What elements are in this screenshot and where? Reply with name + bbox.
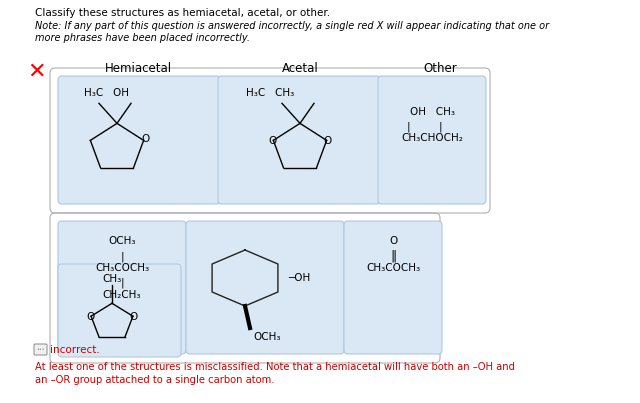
Text: At least one of the structures is misclassified. Note that a hemiacetal will hav: At least one of the structures is miscla… [35,362,515,372]
Text: CH₃COCH₃: CH₃COCH₃ [366,263,420,273]
Text: CH₃COCH₃: CH₃COCH₃ [95,263,149,273]
FancyBboxPatch shape [34,344,47,355]
Text: Acetal: Acetal [282,62,318,75]
FancyBboxPatch shape [186,221,344,354]
Text: Classify these structures as hemiacetal, acetal, or other.: Classify these structures as hemiacetal,… [35,8,330,18]
Text: OCH₃: OCH₃ [108,236,136,246]
Text: OH   CH₃: OH CH₃ [410,107,454,117]
Text: O: O [86,312,94,322]
FancyBboxPatch shape [58,264,181,357]
Text: CH₃CHOCH₂: CH₃CHOCH₂ [401,133,463,143]
Text: ─OH: ─OH [288,273,310,283]
Text: O: O [130,312,138,322]
Text: H₃C   CH₃: H₃C CH₃ [246,88,294,98]
Text: CH₂CH₃: CH₂CH₃ [103,290,141,300]
Text: Other: Other [423,62,457,75]
Text: H₃C   OH: H₃C OH [84,88,129,98]
Text: CH₃: CH₃ [102,274,122,284]
Text: OCH₃: OCH₃ [253,332,280,342]
Text: O: O [141,134,150,144]
Text: Note: If any part of this question is answered incorrectly, a single red X will : Note: If any part of this question is an… [35,21,549,31]
Text: incorrect.: incorrect. [50,345,100,355]
FancyBboxPatch shape [378,76,486,204]
FancyBboxPatch shape [58,221,186,354]
Text: an –OR group attached to a single carbon atom.: an –OR group attached to a single carbon… [35,375,275,385]
FancyBboxPatch shape [344,221,442,354]
Text: |: | [120,278,124,289]
FancyBboxPatch shape [218,76,381,204]
Text: O: O [268,136,276,146]
Text: ✕: ✕ [28,62,46,82]
Text: O: O [389,236,397,246]
Text: |: | [406,122,410,133]
Text: ‖: ‖ [390,249,396,262]
FancyBboxPatch shape [58,76,221,204]
Text: Hemiacetal: Hemiacetal [104,62,172,75]
Text: more phrases have been placed incorrectly.: more phrases have been placed incorrectl… [35,33,250,43]
Text: |: | [120,251,124,262]
Text: O: O [323,136,332,146]
Text: •••: ••• [36,347,45,351]
Text: |: | [438,122,442,133]
